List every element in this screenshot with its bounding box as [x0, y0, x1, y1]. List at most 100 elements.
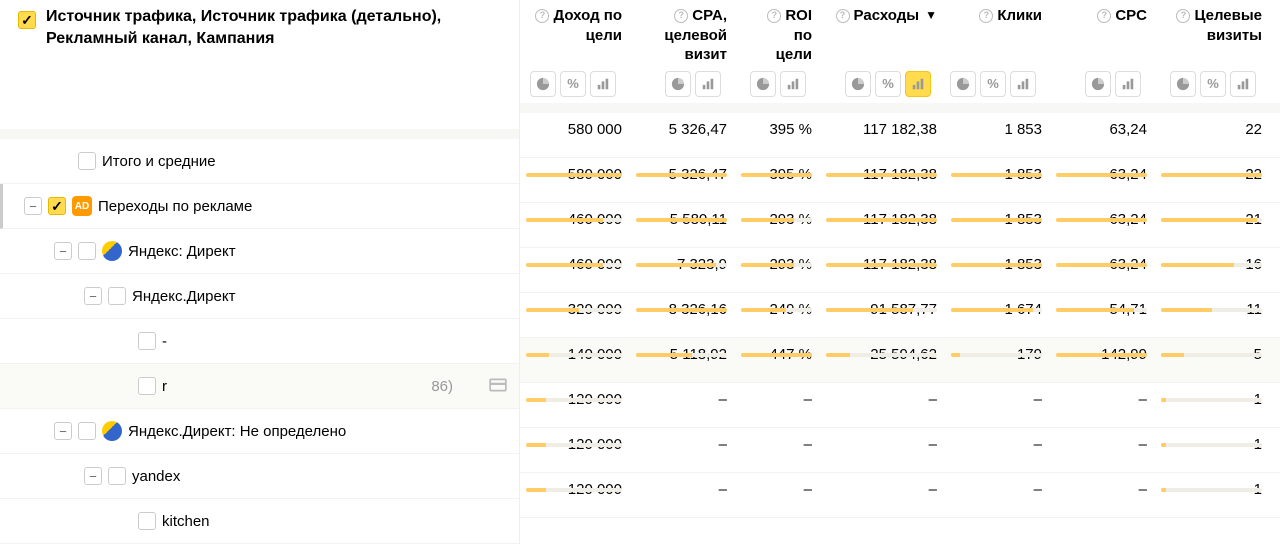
- column-header[interactable]: ?CPA,целевойвизит: [630, 0, 735, 69]
- viz-pie-icon[interactable]: [750, 71, 776, 97]
- table-row-metrics: 120 000–––––1: [520, 383, 1280, 428]
- select-all-checkbox[interactable]: [18, 11, 36, 29]
- table-row[interactable]: −ADПереходы по рекламе: [0, 184, 519, 229]
- row-label: r: [162, 378, 167, 395]
- mini-bar: [526, 398, 622, 402]
- metric-cell: 5 326,47: [630, 158, 735, 183]
- viz-bars-icon[interactable]: [1115, 71, 1141, 97]
- column-header[interactable]: ?Расходы▼: [820, 0, 945, 69]
- row-checkbox[interactable]: [78, 152, 96, 170]
- mini-bar: [1056, 218, 1147, 222]
- row-label: Яндекс.Директ: Не определено: [128, 423, 346, 440]
- card-icon[interactable]: [489, 376, 507, 397]
- row-sublabel: 86): [431, 378, 453, 395]
- table-row[interactable]: -: [0, 319, 519, 364]
- metric-cell: 5 326,47: [630, 113, 735, 138]
- mini-bar: [1056, 353, 1147, 357]
- info-icon[interactable]: ?: [1097, 9, 1111, 23]
- column-header[interactable]: ?Целевыевизиты: [1155, 0, 1270, 69]
- metric-cell: 8 326,16: [630, 293, 735, 318]
- viz-pie-icon[interactable]: [530, 71, 556, 97]
- viz-bars-icon[interactable]: [1010, 71, 1036, 97]
- yandex-icon: [102, 421, 122, 441]
- collapse-toggle[interactable]: −: [54, 422, 72, 440]
- viz-bars-icon[interactable]: [905, 71, 931, 97]
- viz-pie-icon[interactable]: [950, 71, 976, 97]
- mini-bar: [526, 173, 622, 177]
- metric-cell: 447 %: [735, 338, 820, 363]
- viz-percent-icon[interactable]: %: [560, 71, 586, 97]
- column-header[interactable]: ?CPC: [1050, 0, 1155, 69]
- collapse-toggle[interactable]: −: [84, 467, 102, 485]
- info-icon[interactable]: ?: [535, 9, 549, 23]
- viz-percent-icon[interactable]: %: [980, 71, 1006, 97]
- mini-bar: [526, 443, 622, 447]
- row-label: Переходы по рекламе: [98, 198, 252, 215]
- dimension-column: Источник трафика, Источник трафика (дета…: [0, 0, 520, 544]
- mini-bar: [951, 263, 1042, 267]
- viz-bars-icon[interactable]: [1230, 71, 1256, 97]
- table-row[interactable]: −Яндекс: Директ: [0, 229, 519, 274]
- info-icon[interactable]: ?: [674, 9, 688, 23]
- dimension-title: Источник трафика, Источник трафика (дета…: [46, 6, 509, 49]
- info-icon[interactable]: ?: [836, 9, 850, 23]
- mini-bar: [1056, 173, 1147, 177]
- collapse-toggle[interactable]: −: [84, 287, 102, 305]
- table-row[interactable]: −yandex: [0, 454, 519, 499]
- metric-cell: 54,71: [1050, 293, 1155, 318]
- metric-cell: 1 853: [945, 203, 1050, 228]
- viz-bars-icon[interactable]: [780, 71, 806, 97]
- table-row-metrics: 140 0005 118,92447 %25 594,62179142,995: [520, 338, 1280, 383]
- column-header[interactable]: ?Доход поцели: [520, 0, 630, 69]
- row-checkbox[interactable]: [108, 287, 126, 305]
- viz-pie-icon[interactable]: [1170, 71, 1196, 97]
- table-row[interactable]: −Яндекс.Директ: [0, 274, 519, 319]
- row-checkbox[interactable]: [78, 422, 96, 440]
- table-row[interactable]: Итого и средние: [0, 139, 519, 184]
- sort-desc-icon: ▼: [925, 8, 937, 24]
- mini-bar: [741, 308, 812, 312]
- metric-cell: 120 000: [520, 473, 630, 498]
- info-icon[interactable]: ?: [1176, 9, 1190, 23]
- metric-cell: 5: [1155, 338, 1270, 363]
- metric-cell: 25 594,62: [820, 338, 945, 363]
- column-header[interactable]: ?Клики: [945, 0, 1050, 69]
- table-row-metrics: 460 0005 580,11293 %117 182,381 85363,24…: [520, 203, 1280, 248]
- row-checkbox[interactable]: [138, 512, 156, 530]
- metric-cell: –: [1050, 383, 1155, 408]
- metric-cell: 1: [1155, 428, 1270, 453]
- table-row-metrics: 580 0005 326,47395 %117 182,381 85363,24…: [520, 158, 1280, 203]
- table-row[interactable]: r 86): [0, 364, 519, 409]
- metric-cell: –: [630, 473, 735, 498]
- table-row[interactable]: − Яндекс.Директ: Не определено: [0, 409, 519, 454]
- collapse-toggle[interactable]: −: [54, 242, 72, 260]
- row-checkbox[interactable]: [78, 242, 96, 260]
- viz-bars-icon[interactable]: [590, 71, 616, 97]
- viz-pie-icon[interactable]: [845, 71, 871, 97]
- viz-bars-icon[interactable]: [695, 71, 721, 97]
- metric-cell: –: [630, 383, 735, 408]
- row-checkbox[interactable]: [138, 332, 156, 350]
- collapse-toggle[interactable]: −: [24, 197, 42, 215]
- table-row-metrics: 320 0008 326,16249 %91 587,771 67454,711…: [520, 293, 1280, 338]
- mini-bar: [526, 353, 622, 357]
- viz-pie-icon[interactable]: [665, 71, 691, 97]
- mini-bar: [826, 353, 937, 357]
- metric-cell: –: [1050, 473, 1155, 498]
- viz-percent-icon[interactable]: %: [875, 71, 901, 97]
- info-icon[interactable]: ?: [767, 9, 781, 23]
- table-row[interactable]: kitchen: [0, 499, 519, 544]
- mini-bar: [1161, 263, 1262, 267]
- metrics-panel: ?Доход поцели?CPA,целевойвизит?ROIпоцели…: [520, 0, 1280, 544]
- viz-percent-icon[interactable]: %: [1200, 71, 1226, 97]
- metric-cell: 63,24: [1050, 113, 1155, 138]
- column-header[interactable]: ?ROIпоцели: [735, 0, 820, 69]
- viz-pie-icon[interactable]: [1085, 71, 1111, 97]
- row-checkbox[interactable]: [48, 197, 66, 215]
- info-icon[interactable]: ?: [979, 9, 993, 23]
- row-checkbox[interactable]: [138, 377, 156, 395]
- metric-cell: 293 %: [735, 203, 820, 228]
- row-checkbox[interactable]: [108, 467, 126, 485]
- metric-cell: –: [735, 473, 820, 498]
- metric-cell: 1 853: [945, 113, 1050, 138]
